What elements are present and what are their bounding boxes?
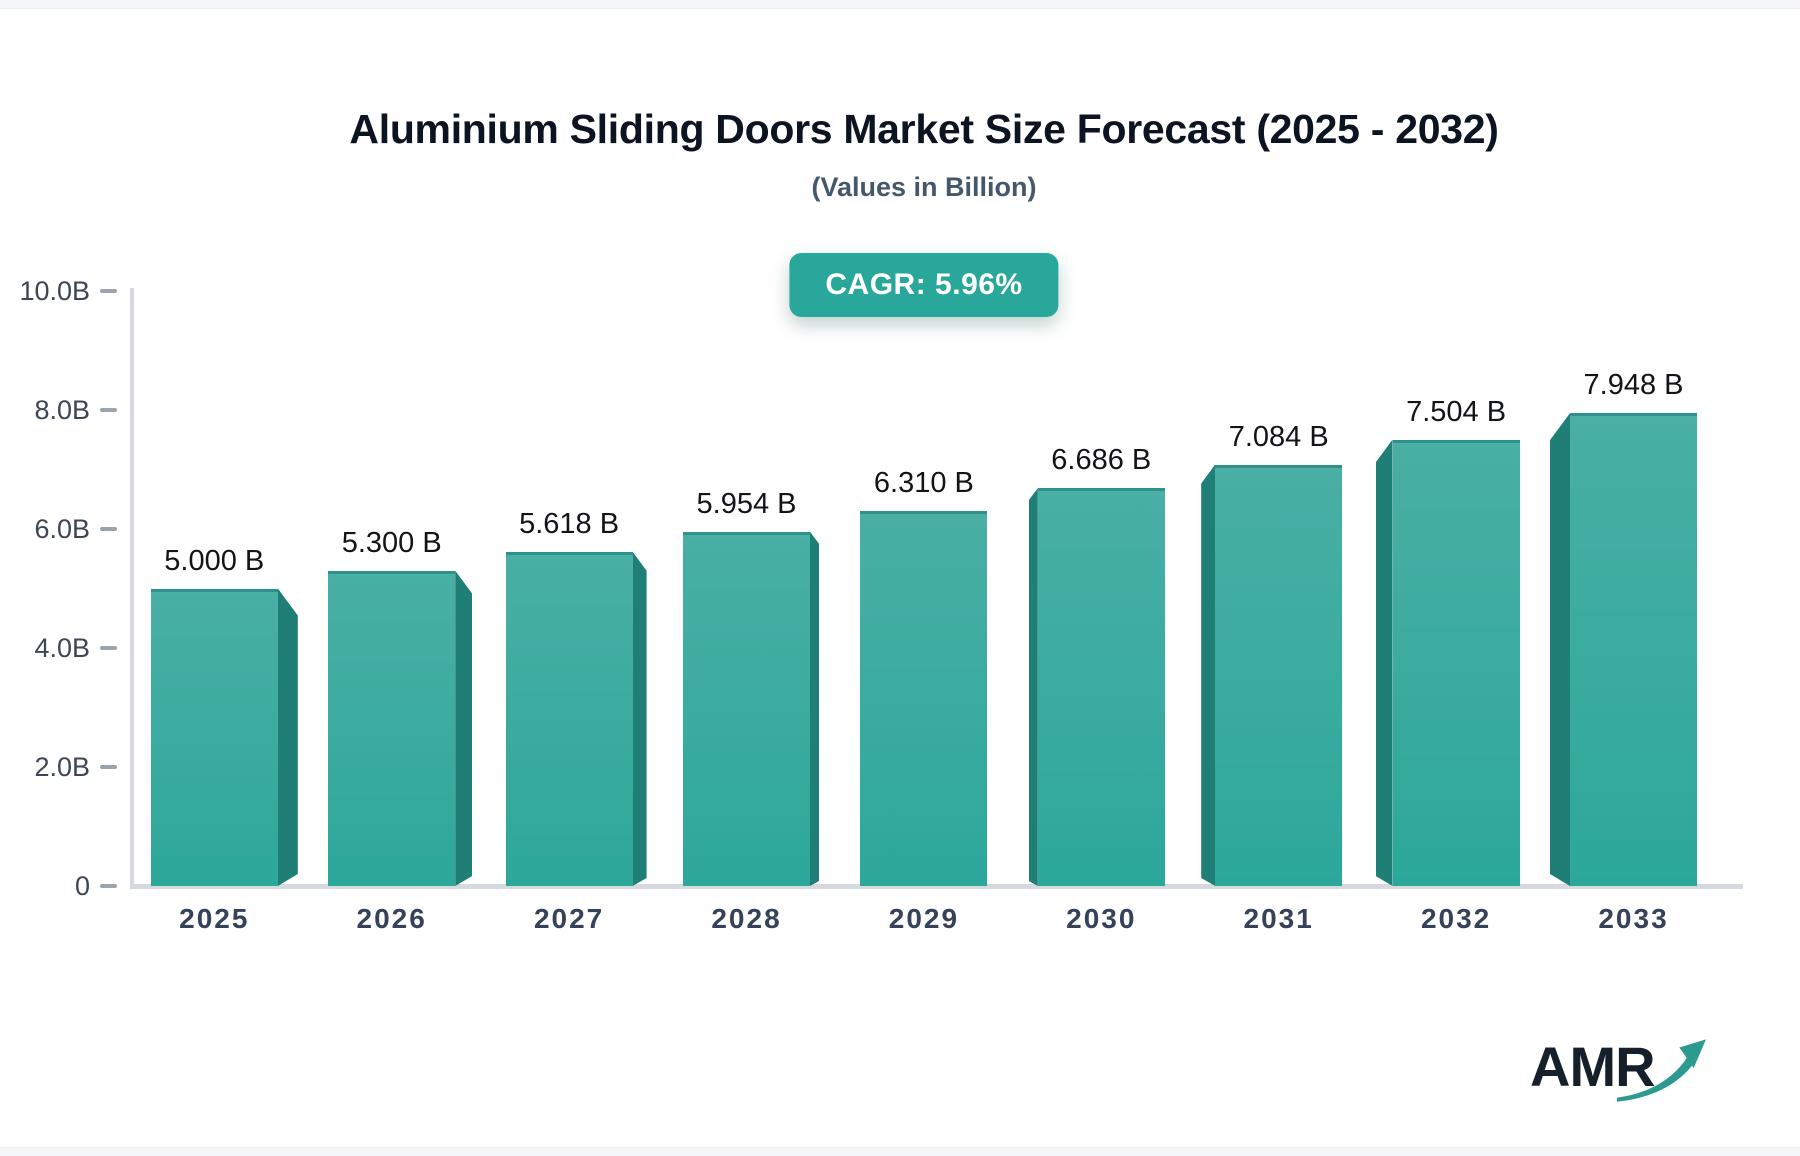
bottom-edge-strip bbox=[0, 1147, 1800, 1156]
chart-title: Aluminium Sliding Doors Market Size Fore… bbox=[349, 106, 1499, 152]
bar-2026[interactable] bbox=[328, 570, 472, 886]
amr-logo: AMR bbox=[1530, 1034, 1730, 1124]
amr-logo-text: AMR bbox=[1530, 1035, 1656, 1098]
y-axis-tick-mark bbox=[100, 765, 117, 769]
bar-face bbox=[505, 551, 633, 886]
x-axis-label: 2028 bbox=[711, 903, 782, 934]
x-axis-label: 2031 bbox=[1243, 903, 1314, 934]
cagr-badge: CAGR: 5.96% bbox=[789, 253, 1059, 317]
y-axis-tick-mark bbox=[100, 884, 117, 888]
bar-side-3d bbox=[633, 552, 647, 886]
bar-value-label: 5.000 B bbox=[164, 544, 265, 577]
y-axis-tick-label: 2.0B bbox=[34, 752, 90, 782]
x-axis-label: 2033 bbox=[1598, 903, 1669, 934]
bar-value-label: 5.300 B bbox=[341, 526, 442, 559]
bar-value-label: 6.686 B bbox=[1051, 444, 1152, 477]
bar-side-3d bbox=[1201, 465, 1215, 886]
y-axis-tick-label: 4.0B bbox=[34, 633, 90, 663]
bar-2033[interactable] bbox=[1550, 413, 1697, 886]
bar-side-3d bbox=[1376, 440, 1393, 886]
bar-value-label: 7.084 B bbox=[1228, 420, 1329, 453]
bar-side-3d bbox=[278, 589, 298, 887]
bar-side-3d bbox=[455, 571, 472, 886]
bar-side-3d bbox=[810, 532, 819, 886]
trend-arrow-icon bbox=[1617, 1039, 1706, 1102]
bar-2027[interactable] bbox=[505, 551, 647, 886]
y-axis-line bbox=[130, 288, 134, 888]
x-axis-label: 2032 bbox=[1420, 903, 1492, 934]
bar-face bbox=[683, 531, 810, 886]
x-axis-label: 2029 bbox=[888, 903, 960, 934]
bar-face bbox=[150, 588, 278, 886]
y-axis-tick-mark bbox=[100, 408, 117, 412]
y-axis-tick-mark bbox=[100, 289, 117, 293]
bar-face bbox=[1037, 488, 1165, 886]
x-axis-label: 2027 bbox=[533, 903, 605, 934]
top-edge-strip bbox=[0, 0, 1800, 9]
chart-subtitle: (Values in Billion) bbox=[811, 172, 1037, 202]
x-axis-label: 2025 bbox=[179, 903, 250, 934]
bar-face bbox=[1392, 439, 1520, 886]
y-axis-tick-mark bbox=[100, 646, 117, 650]
bar-2029[interactable] bbox=[860, 510, 988, 886]
y-axis-tick-label: 10.0B bbox=[19, 276, 90, 306]
x-axis-line bbox=[130, 884, 1743, 889]
bar-face bbox=[1215, 464, 1343, 886]
y-axis-tick-mark bbox=[100, 527, 117, 531]
bar-face bbox=[860, 510, 988, 886]
bar-2025[interactable] bbox=[150, 588, 298, 887]
x-axis-label: 2030 bbox=[1066, 903, 1137, 934]
y-axis-tick-label: 0 bbox=[74, 871, 90, 901]
bar-2032[interactable] bbox=[1376, 439, 1520, 886]
bar-value-label: 5.618 B bbox=[519, 507, 620, 540]
x-axis-label: 2026 bbox=[356, 903, 427, 934]
bar-face bbox=[328, 570, 456, 886]
bar-value-label: 5.954 B bbox=[696, 487, 797, 520]
bar-value-label: 7.948 B bbox=[1583, 369, 1684, 402]
bar-side-3d bbox=[1550, 413, 1570, 886]
bar-value-label: 7.504 B bbox=[1406, 395, 1507, 428]
bar-2028[interactable] bbox=[683, 531, 819, 886]
bar-value-label: 6.310 B bbox=[873, 466, 974, 499]
bar-2030[interactable] bbox=[1029, 488, 1165, 886]
bar-side-3d bbox=[1029, 488, 1038, 886]
bar-2031[interactable] bbox=[1201, 464, 1343, 886]
bar-face bbox=[1570, 413, 1697, 886]
y-axis-tick-label: 6.0B bbox=[34, 514, 90, 544]
y-axis-tick-label: 8.0B bbox=[34, 395, 90, 425]
